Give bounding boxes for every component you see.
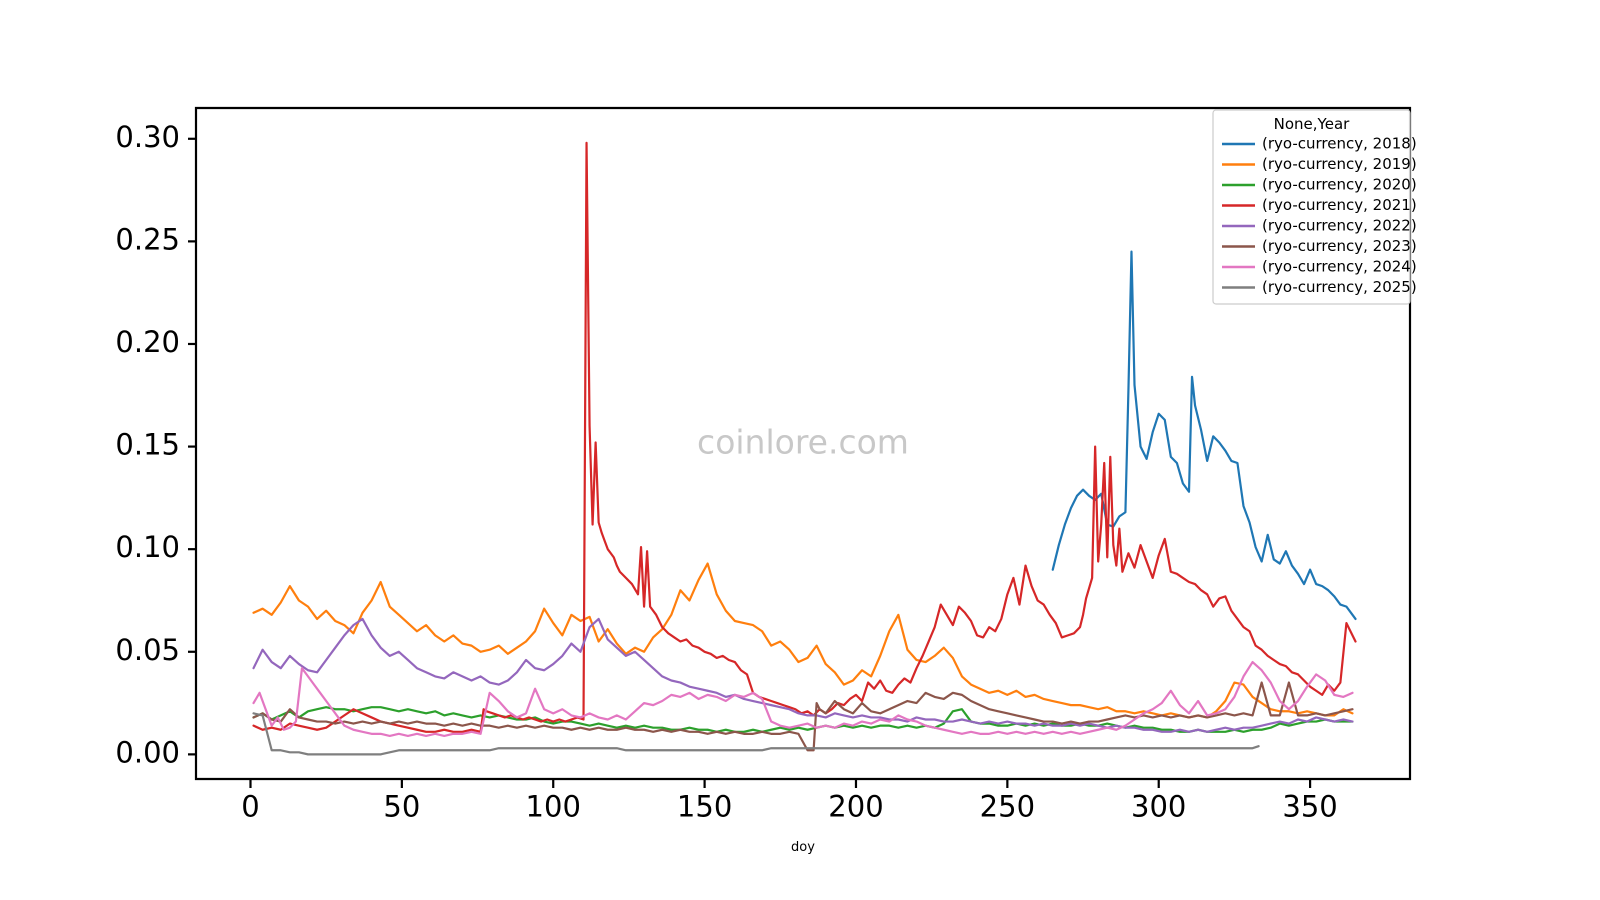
series-line [252,712,1260,756]
series-group [252,141,1357,756]
legend: None,Year (ryo-currency, 2018) (ryo-curren… [1212,109,1417,305]
x-tick-label: 200 [828,790,883,824]
x-tick-label: 350 [1282,790,1337,824]
x-tick-label: 50 [383,790,420,824]
y-tick-label: 0.15 [115,428,180,462]
y-tick-label: 0.10 [115,530,180,564]
legend-entry-label: (ryo-currency, 2021) [1262,196,1417,214]
legend-entry-label: (ryo-currency, 2020) [1262,176,1417,194]
legend-box [1212,109,1411,305]
series-line [252,660,1354,738]
legend-entry-label: (ryo-currency, 2022) [1262,217,1417,235]
legend-entry-label: (ryo-currency, 2019) [1262,155,1417,173]
series-line [252,562,1354,719]
y-tick-label: 0.25 [115,222,180,256]
series-line [252,706,1354,733]
plot-area: 0.00 0.05 0.10 0.15 0.20 0.25 0.30 0 50 100 150 200… [115,106,1417,855]
y-tick-label: 0.00 [115,735,180,769]
legend-entry-label: (ryo-currency, 2018) [1262,135,1417,153]
watermark: coinlore.com [697,423,909,462]
x-tick-label: 300 [1131,790,1186,824]
x-axis-label: doy [791,840,815,855]
y-tick-label: 0.20 [115,325,180,359]
x-tick-label: 150 [677,790,732,824]
y-tick-label: 0.30 [115,120,180,154]
legend-title: None,Year [1274,115,1350,133]
series-line [252,141,1357,733]
x-tick-label: 250 [980,790,1035,824]
x-tick-label: 0 [241,790,259,824]
legend-entry-label: (ryo-currency, 2023) [1262,237,1417,255]
y-tick-label: 0.05 [115,633,180,667]
plot-frame [194,106,1412,781]
series-line [1051,250,1357,621]
series-line [252,617,1354,733]
x-tick-label: 100 [526,790,581,824]
series-line [252,681,1354,752]
legend-entry-label: (ryo-currency, 2025) [1262,278,1417,296]
legend-entry-label: (ryo-currency, 2024) [1262,258,1417,276]
